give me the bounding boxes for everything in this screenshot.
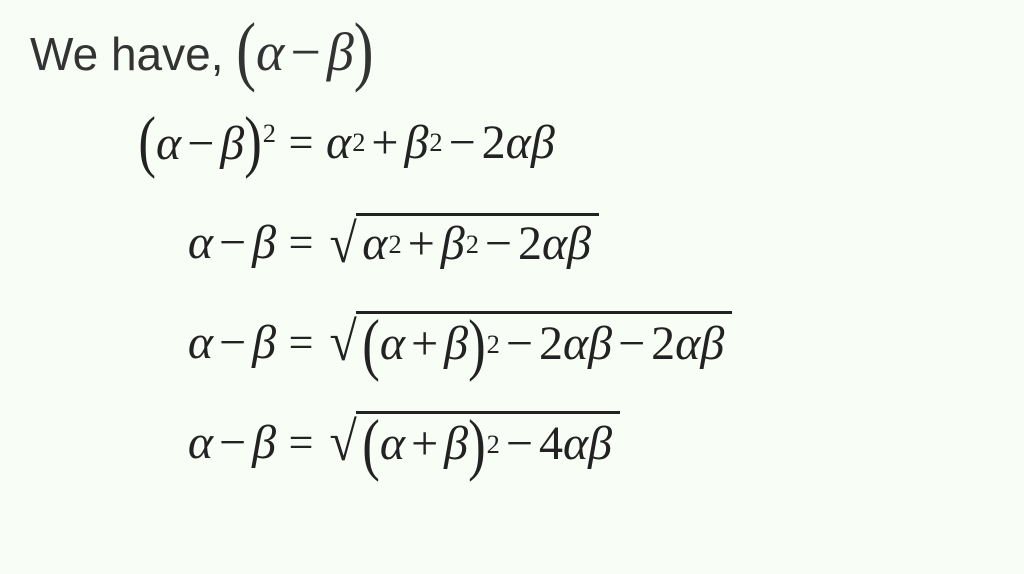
equation-row-4: α−β = √ (α+β)2−4αβ [46,397,994,487]
sqrt-icon: √ α2+β2−2αβ [328,213,599,271]
equals-sign: = [276,117,326,168]
sqrt-icon: √ (α+β)2−2αβ−2αβ [328,311,732,374]
rhs-3: √ (α+β)2−2αβ−2αβ [326,311,732,374]
equation-row-3: α−β = √ (α+β)2−2αβ−2αβ [46,297,994,387]
equation-row-2: α−β = √ α2+β2−2αβ [46,197,994,287]
intro-prefix: We have, [30,28,236,80]
rhs-4: √ (α+β)2−4αβ [326,411,620,474]
rhs-2: √ α2+β2−2αβ [326,213,599,271]
lhs-3: α−β [46,315,276,370]
sqrt-icon: √ (α+β)2−4αβ [328,411,620,474]
math-derivation: We have, (α−β) (α−β)2 = α2+β2−2αβ α−β = … [0,0,1024,515]
lhs-1: (α−β)2 [46,112,276,172]
intro-line: We have, (α−β) [30,18,994,83]
equation-row-1: (α−β)2 = α2+β2−2αβ [46,97,994,187]
equals-sign: = [276,317,326,368]
equals-sign: = [276,217,326,268]
lhs-4: α−β [46,415,276,470]
lhs-2: α−β [46,215,276,270]
rhs-1: α2+β2−2αβ [326,115,555,170]
equals-sign: = [276,417,326,468]
equation-block: (α−β)2 = α2+β2−2αβ α−β = √ α2+β2−2αβ [30,97,994,487]
